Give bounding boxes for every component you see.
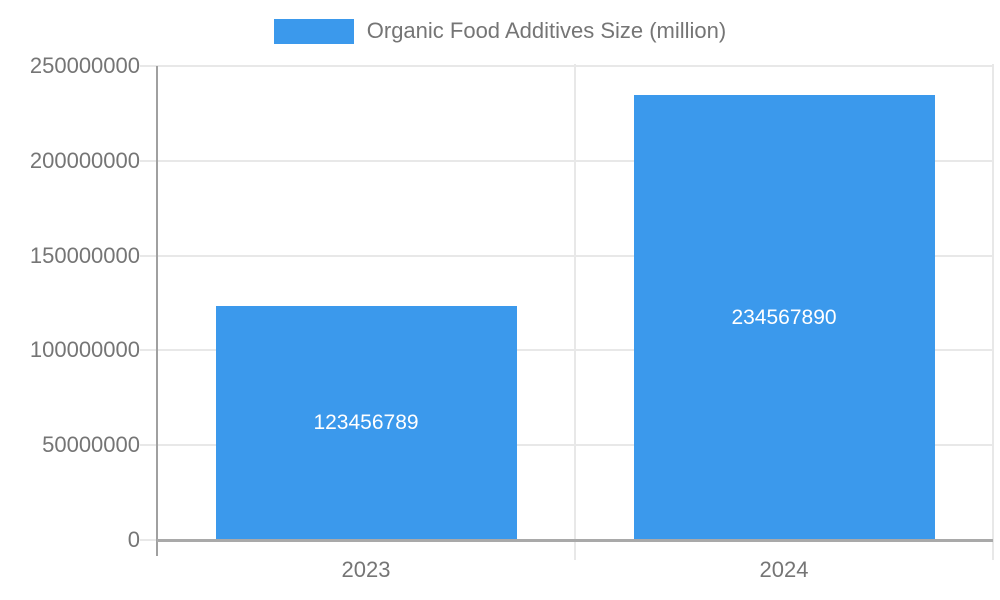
y-tick-mark: [140, 160, 157, 162]
y-tick-label: 50000000: [42, 432, 140, 457]
legend-item[interactable]: Organic Food Additives Size (million): [273, 18, 727, 44]
bar-value-label: 123456789: [313, 411, 419, 434]
bar-value-label: 234567890: [731, 306, 837, 329]
y-tick-label: 250000000: [29, 53, 140, 78]
y-tick-mark: [140, 444, 157, 446]
legend-label: Organic Food Additives Size (million): [366, 18, 727, 43]
bar-2023: [216, 306, 517, 540]
x-gridline: [574, 64, 576, 560]
y-tick-label: 0: [127, 527, 140, 552]
legend: Organic Food Additives Size (million): [0, 18, 1000, 44]
x-baseline: [157, 539, 993, 542]
y-tick-label: 200000000: [29, 148, 140, 173]
x-tick-label: 2024: [759, 557, 809, 582]
y-tick-label: 150000000: [29, 243, 140, 268]
x-gridline: [992, 64, 994, 560]
y-tick-mark: [140, 349, 157, 351]
bar-2024: [634, 95, 935, 540]
x-tick-label: 2023: [341, 557, 391, 582]
y-tick-label: 100000000: [29, 337, 140, 362]
y-tick-mark: [140, 255, 157, 257]
y-tick-mark: [140, 539, 157, 541]
legend-swatch: [273, 18, 354, 44]
y-axis-line: [156, 66, 158, 556]
y-tick-mark: [140, 65, 157, 67]
